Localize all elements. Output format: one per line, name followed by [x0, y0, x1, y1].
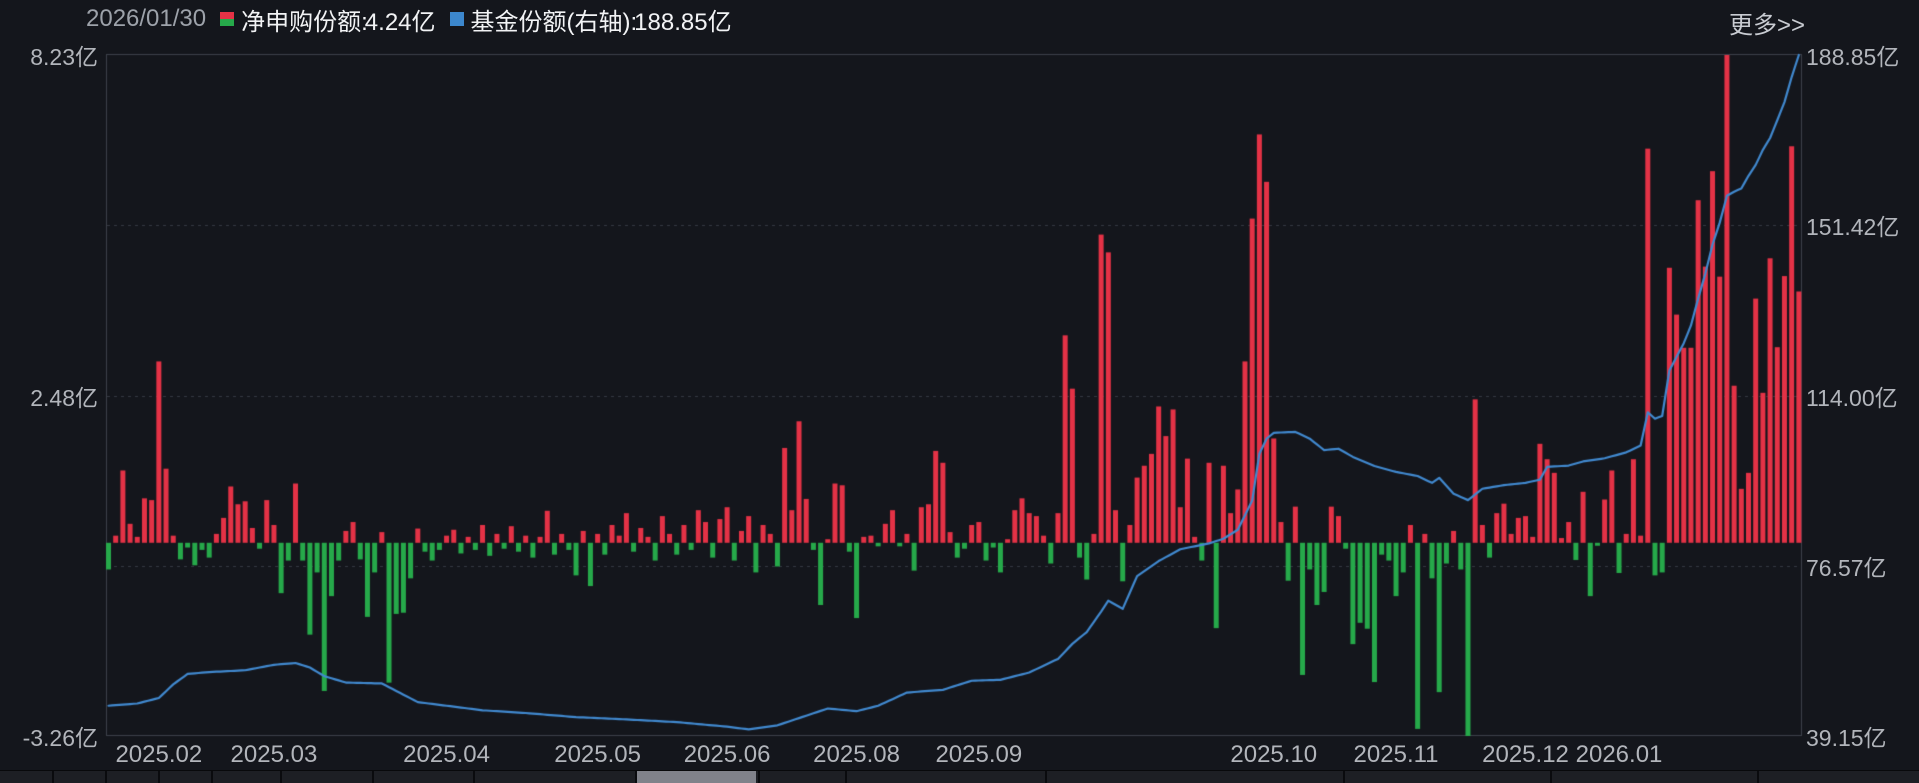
x-axis-tick: 2025.06	[683, 741, 771, 768]
left-axis-tick: -3.26亿	[22, 725, 98, 751]
scrollbar-divider	[158, 771, 160, 783]
x-axis-tick: 2025.02	[115, 741, 203, 768]
scrollbar-divider	[845, 771, 847, 783]
x-axis-tick: 2025.03	[230, 741, 318, 768]
x-axis-tick: 2025.04	[403, 741, 490, 768]
scrollbar-divider	[758, 771, 760, 783]
right-axis-tick: 76.57亿	[1806, 554, 1887, 581]
x-axis-tick: 2025.05	[554, 741, 641, 768]
x-axis-tick: 2025.09	[935, 741, 1023, 768]
right-axis-tick: 39.15亿	[1806, 725, 1887, 751]
scrollbar-divider	[1045, 771, 1047, 783]
x-axis-tick: 2026.01	[1575, 741, 1663, 768]
scrollbar-thumb[interactable]	[637, 771, 756, 783]
x-axis-tick: 2025.08	[813, 741, 900, 768]
scrollbar-divider	[1757, 771, 1759, 783]
right-axis-tick: 151.42亿	[1806, 214, 1900, 241]
x-axis-tick: 2025.11	[1353, 741, 1439, 768]
left-axis-tick: 2.48亿	[30, 384, 98, 411]
x-axis-tick: 2025.12	[1482, 741, 1569, 768]
right-axis-tick: 188.85亿	[1806, 44, 1900, 70]
left-axis-tick: 8.23亿	[30, 44, 98, 70]
scrollbar-divider	[211, 771, 213, 783]
scrollbar-divider	[52, 771, 54, 783]
scrollbar-divider	[1550, 771, 1552, 783]
scrollbar-divider	[372, 771, 374, 783]
scrollbar-divider	[1343, 771, 1345, 783]
scrollbar-divider	[105, 771, 107, 783]
scrollbar-divider	[473, 771, 475, 783]
bottom-scrollbar[interactable]	[0, 770, 1919, 783]
scrollbar-divider	[635, 771, 637, 783]
x-axis-tick: 2025.10	[1230, 741, 1318, 768]
scrollbar-divider	[280, 771, 282, 783]
right-axis-tick: 114.00亿	[1806, 384, 1898, 411]
